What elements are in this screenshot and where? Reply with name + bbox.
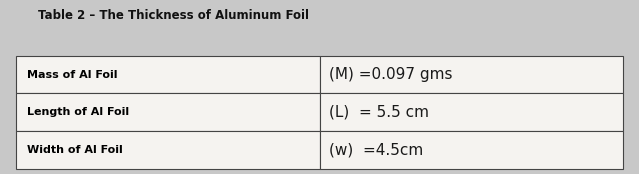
Text: Table 2 – The Thickness of Aluminum Foil: Table 2 – The Thickness of Aluminum Foil	[38, 9, 309, 22]
Text: (L)  = 5.5 cm: (L) = 5.5 cm	[329, 105, 429, 120]
Bar	[16, 56, 320, 93]
Bar	[16, 93, 320, 131]
Bar	[320, 56, 623, 93]
Text: Length of Al Foil: Length of Al Foil	[27, 107, 130, 117]
Text: Mass of Al Foil: Mass of Al Foil	[27, 70, 118, 80]
Text: Width of Al Foil: Width of Al Foil	[27, 145, 123, 155]
Bar	[16, 131, 320, 169]
Bar	[320, 93, 623, 131]
Bar	[320, 131, 623, 169]
Text: (M) =0.097 gms: (M) =0.097 gms	[329, 67, 452, 82]
Text: (w)  =4.5cm: (w) =4.5cm	[329, 143, 423, 157]
